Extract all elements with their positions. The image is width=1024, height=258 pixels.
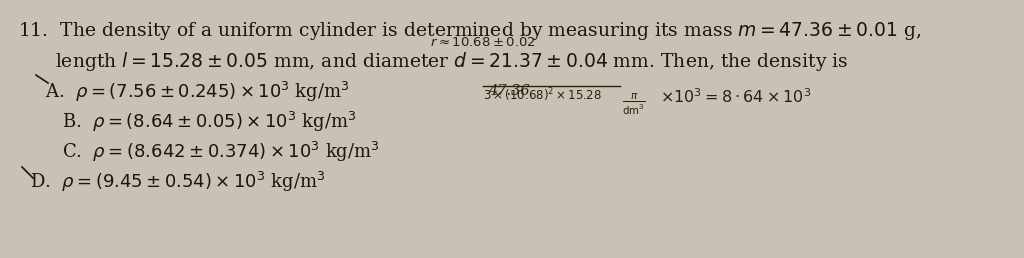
Text: $\frac{\pi}{\mathrm{dm}^3}$: $\frac{\pi}{\mathrm{dm}^3}$ bbox=[622, 92, 645, 117]
Text: $\times10^3 = 8\cdot64\times10^3$: $\times10^3 = 8\cdot64\times10^3$ bbox=[660, 88, 811, 107]
Text: D.  $\rho = (9.45\pm0.54)\times10^3$ kg/m$^3$: D. $\rho = (9.45\pm0.54)\times10^3$ kg/m… bbox=[30, 170, 326, 194]
Text: A.  $\rho = (7.56\pm0.245)\times10^3$ kg/m$^3$: A. $\rho = (7.56\pm0.245)\times10^3$ kg/… bbox=[45, 80, 349, 104]
Text: B.  $\rho = (8.64\pm0.05)\times10^3$ kg/m$^3$: B. $\rho = (8.64\pm0.05)\times10^3$ kg/m… bbox=[62, 110, 356, 134]
Text: $r\approx10.68\pm0.02$: $r\approx10.68\pm0.02$ bbox=[430, 36, 537, 49]
Text: 11.  The density of a uniform cylinder is determined by measuring its mass $m = : 11. The density of a uniform cylinder is… bbox=[18, 20, 922, 42]
Text: 47.36: 47.36 bbox=[488, 84, 529, 98]
Text: $3\times(10.68)^2\times15.28$: $3\times(10.68)^2\times15.28$ bbox=[483, 86, 602, 104]
Text: length $l = 15.28\pm0.05$ mm, and diameter $d = 21.37\pm0.04$ mm. Then, the dens: length $l = 15.28\pm0.05$ mm, and diamet… bbox=[55, 50, 848, 73]
Text: C.  $\rho = (8.642\pm0.374)\times10^3$ kg/m$^3$: C. $\rho = (8.642\pm0.374)\times10^3$ kg… bbox=[62, 140, 380, 164]
